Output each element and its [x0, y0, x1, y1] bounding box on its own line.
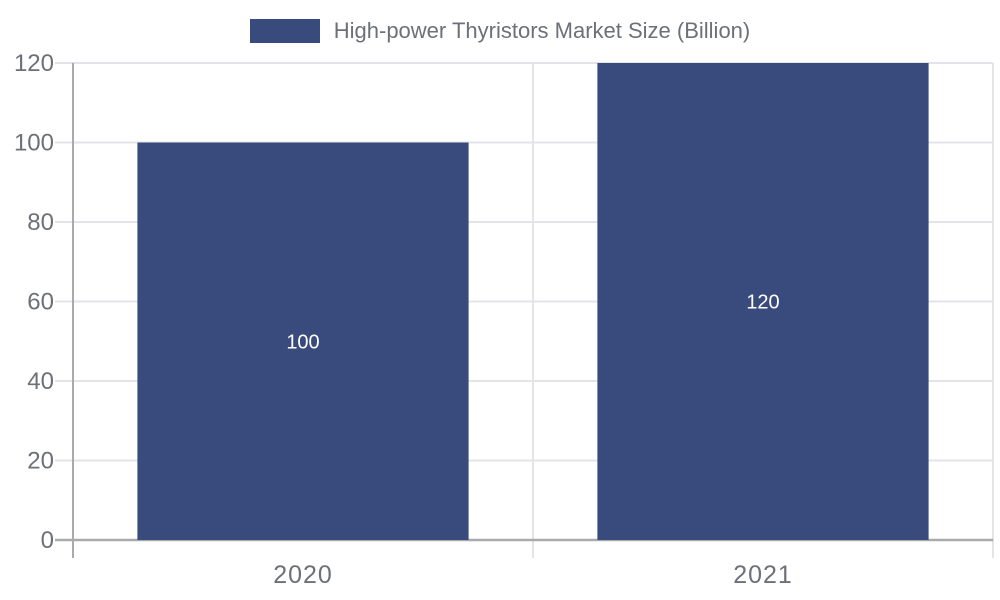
legend-swatch[interactable]: [249, 19, 320, 43]
x-tick-label: 2021: [733, 561, 793, 589]
bar-value-label: 120: [746, 292, 779, 314]
bar-2020[interactable]: [137, 142, 469, 541]
y-tick-label: 20: [27, 448, 54, 475]
y-tick-label: 60: [27, 289, 54, 316]
legend-label[interactable]: High-power Thyristors Market Size (Billi…: [333, 18, 751, 43]
bar-value-label: 100: [286, 331, 319, 353]
y-tick-label: 100: [14, 130, 54, 157]
y-tick-label: 120: [14, 50, 54, 77]
legend[interactable]: High-power Thyristors Market Size (Billi…: [0, 14, 1000, 48]
x-tick-label: 2020: [273, 561, 333, 589]
bar-2021[interactable]: [597, 63, 929, 540]
y-tick-label: 0: [41, 527, 54, 554]
y-tick-label: 80: [27, 209, 54, 236]
y-tick-label: 40: [27, 368, 54, 395]
